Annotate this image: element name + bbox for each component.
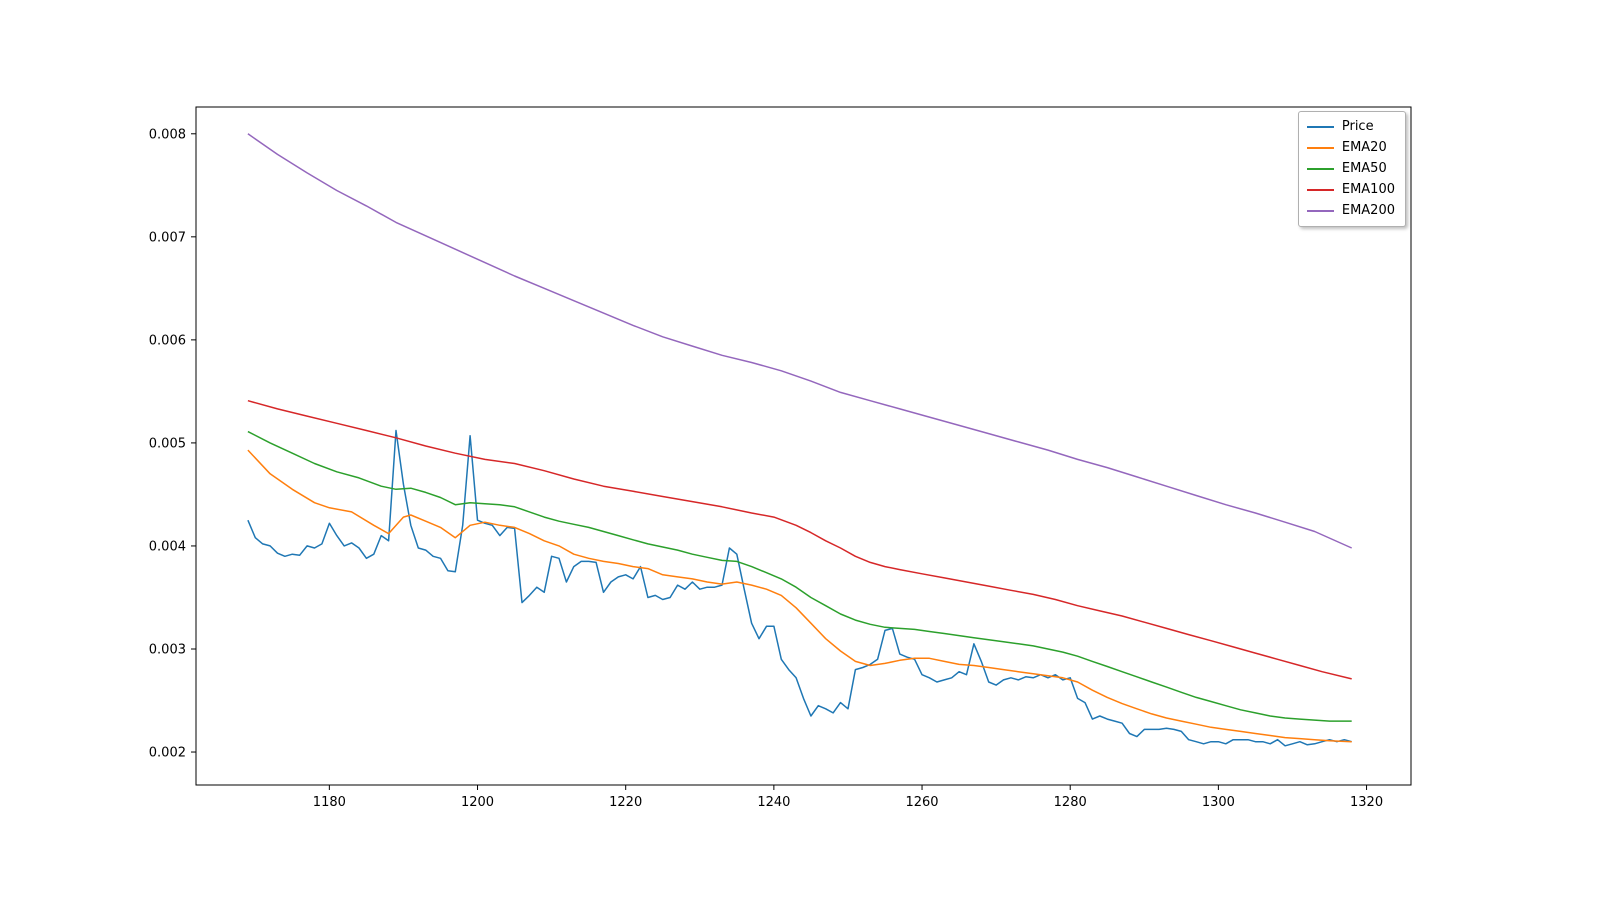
x-tick-label: 1220 [609,795,642,810]
y-tick-label: 0.003 [149,642,186,657]
series-line-ema100 [247,399,1352,680]
x-tick-label: 1180 [313,795,346,810]
series-line-ema20 [247,449,1352,743]
series-line-ema50 [247,430,1352,722]
y-tick-label: 0.006 [149,333,186,348]
legend-swatch-ema100 [1306,189,1334,191]
series-line-price [247,429,1352,747]
legend-label: EMA100 [1341,182,1395,197]
y-tick-label: 0.007 [149,230,186,245]
legend-label: EMA20 [1341,140,1387,155]
legend-item-ema50: EMA50 [1306,159,1395,179]
legend-swatch-ema50 [1306,168,1334,170]
x-tick-label: 1260 [905,795,938,810]
legend-item-ema200: EMA200 [1306,201,1395,221]
x-tick-label: 1280 [1054,795,1087,810]
x-tick-label: 1240 [757,795,790,810]
y-tick-label: 0.005 [149,436,186,451]
y-tick-label: 0.008 [149,127,186,142]
legend-swatch-ema200 [1306,210,1334,212]
y-tick-label: 0.004 [149,539,186,554]
legend: Price EMA20 EMA50 EMA100 EMA200 [1297,111,1406,227]
series-line-ema200 [247,133,1353,549]
x-tick-label: 1320 [1350,795,1383,810]
y-tick-label: 0.002 [149,746,186,761]
legend-label: EMA50 [1341,161,1387,176]
legend-swatch-price [1306,126,1334,128]
legend-item-ema100: EMA100 [1306,180,1395,200]
legend-label: EMA200 [1341,203,1395,218]
x-tick-label: 1200 [461,795,494,810]
legend-item-price: Price [1306,117,1395,137]
legend-swatch-ema20 [1306,147,1334,149]
legend-item-ema20: EMA20 [1306,138,1395,158]
x-tick-label: 1300 [1202,795,1235,810]
legend-label: Price [1341,119,1374,134]
axes-box [195,106,1412,786]
